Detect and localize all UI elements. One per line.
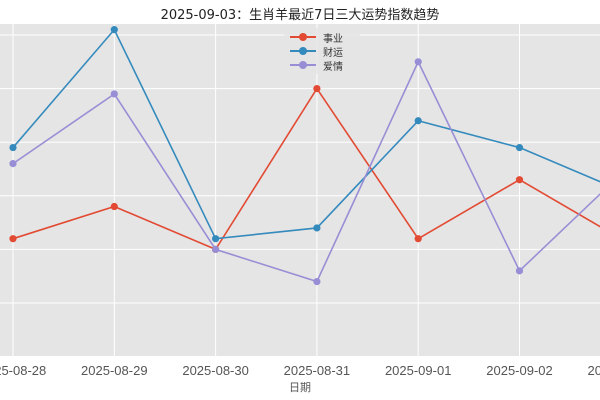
data-point-marker — [313, 224, 321, 232]
chart-title: 2025-09-03：生肖羊最近7日三大运势指数趋势 — [160, 8, 440, 23]
x-tick-label: 2025-09-01 — [385, 363, 452, 378]
x-tick-label: 2025-08-28 — [0, 363, 46, 378]
x-tick-label: 2025-08-31 — [284, 363, 351, 378]
data-point-marker — [515, 267, 524, 275]
data-point-marker — [212, 235, 220, 243]
data-point-marker — [313, 277, 321, 286]
data-point-marker — [212, 245, 220, 253]
data-point-marker — [414, 235, 422, 243]
data-point-marker — [110, 26, 118, 34]
data-point-marker — [515, 176, 524, 184]
data-point-marker — [110, 90, 118, 98]
x-tick-label: 2025-09-02 — [486, 363, 553, 378]
series-lines — [9, 26, 600, 286]
data-point-marker — [9, 160, 17, 168]
legend-item-love: 爱情 — [290, 58, 343, 73]
data-point-marker — [515, 143, 524, 152]
x-tick-label: 2025-08-29 — [81, 363, 148, 378]
legend-label: 爱情 — [323, 61, 343, 73]
x-axis-ticks: 2025-08-28 2025-08-29 2025-08-30 2025-08-31… — [0, 363, 600, 378]
data-point-marker — [9, 143, 17, 152]
legend-label: 财运 — [323, 47, 343, 59]
x-axis-label: 日期 — [289, 381, 311, 394]
legend-label: 事业 — [323, 33, 343, 45]
legend-marker-icon — [290, 58, 316, 72]
legend-marker-icon — [290, 44, 316, 58]
legend: 事业 财运 爱情 — [284, 28, 360, 74]
data-point-marker — [313, 85, 321, 93]
data-point-marker — [110, 202, 118, 211]
x-tick-label: 2025-08-30 — [182, 363, 249, 378]
plot-area — [0, 24, 600, 356]
x-tick-label: 2025-09-03 — [588, 363, 600, 378]
data-point-marker — [414, 58, 422, 66]
data-point-marker — [9, 235, 17, 243]
data-point-marker — [414, 117, 422, 125]
legend-item-wealth: 财运 — [290, 44, 343, 59]
legend-item-career: 事业 — [290, 30, 343, 45]
legend-marker-icon — [290, 30, 316, 44]
